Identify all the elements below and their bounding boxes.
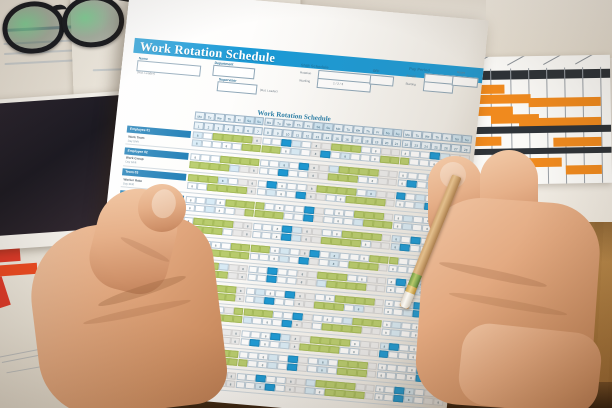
left-hand (23, 179, 244, 408)
shift-row-1: Rotation (299, 70, 312, 76)
gantt-header-bar (464, 68, 611, 81)
supervisor-note: (Rot. Leader) (259, 87, 278, 94)
pay-row-1: Annual (406, 73, 416, 79)
pay-row-2: Starting (405, 81, 417, 87)
gantt-divider (465, 146, 612, 156)
gantt-divider (465, 124, 612, 135)
right-hand (398, 150, 612, 408)
date-header-cell: 28 (460, 144, 472, 154)
supervisor-field[interactable] (216, 81, 258, 95)
shift-row-2: Working (299, 78, 311, 84)
pay-field-starting[interactable] (422, 81, 454, 94)
shift-off-label: OFF (372, 68, 380, 74)
right-hand-wrist (456, 320, 604, 408)
date-header-cell: Su (461, 134, 473, 144)
gantt-bar (528, 96, 601, 108)
employee-shift-label: Day Shift (127, 139, 139, 144)
thumbnail (149, 187, 179, 221)
pay-field-hours[interactable] (451, 75, 479, 88)
employee-shift-label: Day Shift (125, 160, 137, 165)
shift-off-box[interactable] (369, 74, 395, 87)
gantt-bar (553, 136, 602, 147)
shift-schedule-label: Shift Schedule (300, 62, 329, 70)
shift-value: 1 / 2 / 3 (332, 81, 344, 87)
name-hint: (Rot. Leader) (136, 70, 156, 76)
eyeglasses-lens-right (59, 0, 127, 51)
background-wall-strip (486, 0, 612, 58)
pay-col-hours: Hours (456, 70, 466, 75)
